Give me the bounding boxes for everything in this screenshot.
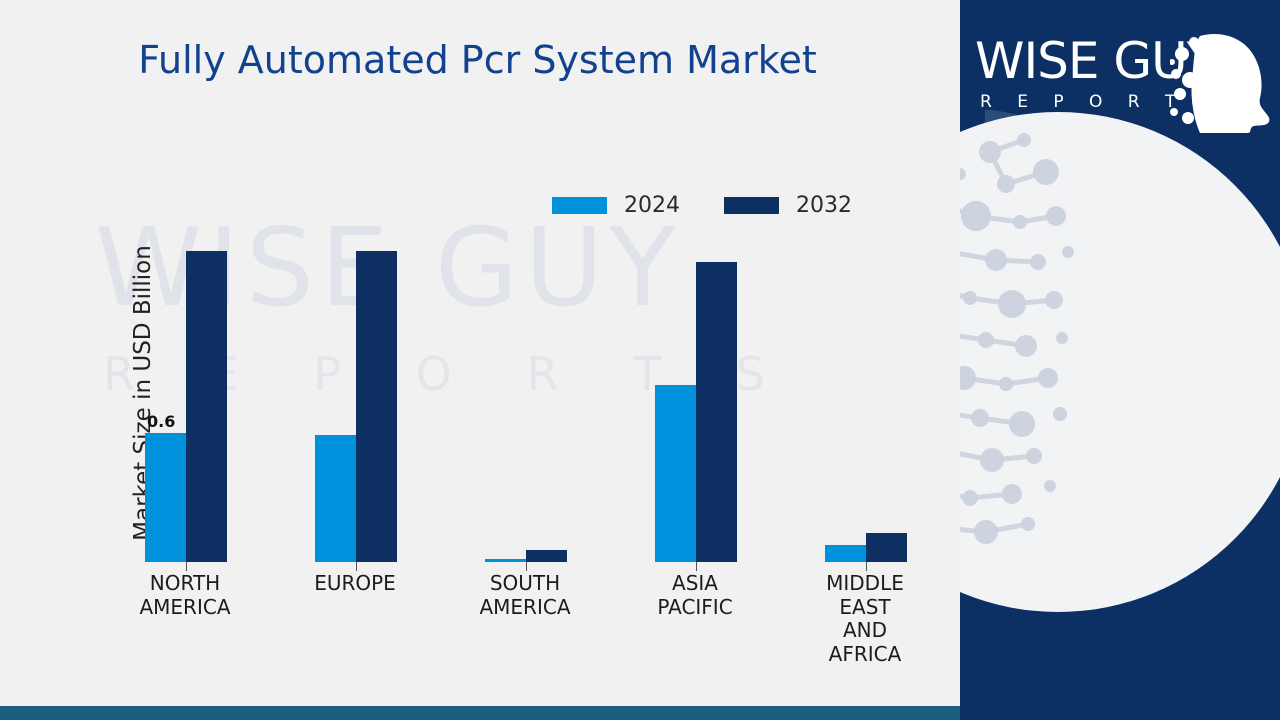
bar-2032-south-america[interactable]: [526, 550, 567, 562]
category-label-mea-line2: EAST: [839, 594, 891, 619]
category-label-south-america-line1: SOUTH: [489, 571, 561, 595]
category-label-south-america-line2: AMERICA: [479, 594, 571, 619]
legend-item-2024[interactable]: 2024: [552, 193, 680, 218]
bar-2024-asia-pacific[interactable]: [655, 385, 696, 562]
bar-2032-middle-east-and-africa[interactable]: [866, 533, 907, 562]
plot-area: 0.6: [100, 170, 940, 571]
bar-2032-asia-pacific[interactable]: [696, 262, 737, 562]
category-label-europe-line1: EUROPE: [314, 571, 396, 595]
bar-group-europe: [315, 170, 405, 571]
category-label-south-america: SOUTH AMERICA: [435, 571, 615, 619]
legend-swatch-icon-2024: [552, 197, 607, 214]
bar-group-asia-pacific: [655, 170, 745, 571]
legend-label-2032: 2032: [796, 193, 852, 218]
legend-item-2032[interactable]: 2032: [724, 193, 852, 218]
legend-swatch-icon-2032: [724, 197, 779, 214]
logo-subtitle: R E P O R T S: [980, 92, 1222, 112]
axis-tick-asia-pacific: [696, 562, 697, 571]
category-label-asia-pacific-line2: PACIFIC: [657, 594, 733, 619]
category-label-mea-line4: AFRICA: [828, 641, 902, 666]
y-axis-title-container: Market Size in USD Billion: [58, 185, 156, 565]
category-label-mea-line3: AND: [842, 618, 888, 643]
bar-group-middle-east-and-africa: [825, 170, 915, 571]
data-label-north-america-2024: 0.6: [147, 412, 176, 431]
brand-logo[interactable]: WISE GUY R E P O R T S: [975, 30, 1275, 133]
category-label-asia-pacific: ASIA PACIFIC: [605, 571, 785, 619]
chart-title: Fully Automated Pcr System Market: [138, 38, 817, 82]
axis-tick-north-america: [186, 562, 187, 571]
bar-2024-europe[interactable]: [315, 435, 356, 562]
bar-2032-europe[interactable]: [356, 251, 397, 562]
category-label-asia-pacific-line1: ASIA: [672, 571, 718, 595]
axis-tick-middle-east-and-africa: [866, 562, 867, 571]
category-label-north-america-line2: AMERICA: [139, 594, 231, 619]
chart-legend: 2024 2032: [552, 193, 852, 218]
category-label-north-america: NORTH AMERICA: [95, 571, 275, 619]
bar-2032-north-america[interactable]: [186, 251, 227, 562]
axis-tick-europe: [356, 562, 357, 571]
bar-group-north-america: 0.6: [145, 170, 235, 571]
category-label-middle-east-and-africa: MIDDLE EAST AND AFRICA: [775, 571, 955, 666]
logo-wordmark: WISE GUY: [975, 32, 1217, 90]
category-label-mea-line1: MIDDLE: [826, 571, 904, 595]
bottom-accent-strip: [0, 706, 960, 720]
bar-2024-middle-east-and-africa[interactable]: [825, 545, 866, 562]
legend-label-2024: 2024: [624, 193, 680, 218]
category-label-europe: EUROPE: [265, 571, 445, 596]
logo-head-icon: [1169, 28, 1280, 133]
bar-group-south-america: [485, 170, 575, 571]
molecular-dots-pattern-icon: [960, 112, 1150, 612]
axis-tick-south-america: [526, 562, 527, 571]
category-label-north-america-line1: NORTH: [149, 571, 221, 595]
bar-2024-south-america[interactable]: [485, 559, 526, 562]
bar-2024-north-america[interactable]: [145, 433, 186, 562]
